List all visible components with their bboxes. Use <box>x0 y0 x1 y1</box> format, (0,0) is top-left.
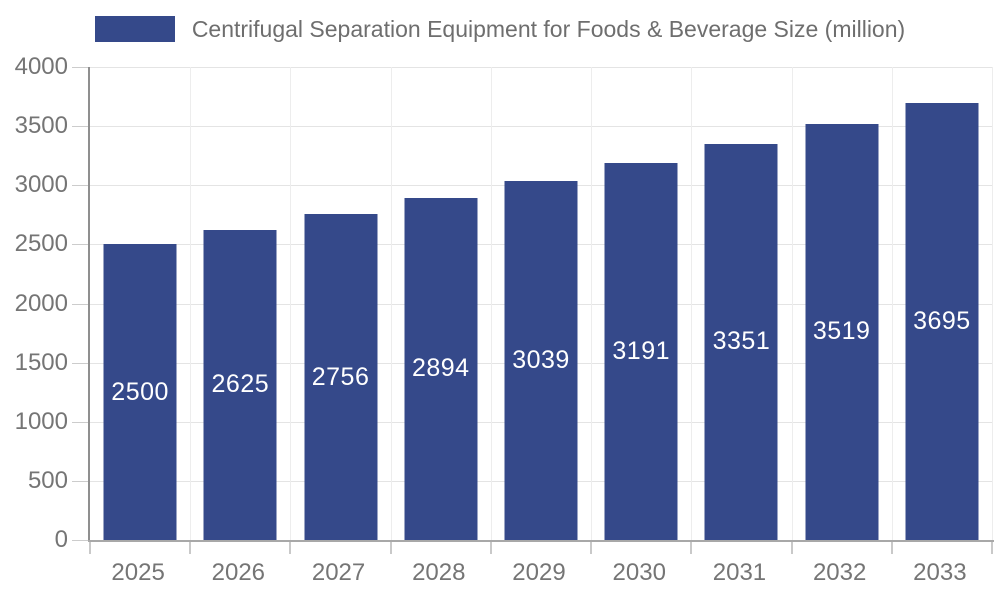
y-tick-label: 3500 <box>14 112 68 140</box>
legend-label: Centrifugal Separation Equipment for Foo… <box>191 15 906 42</box>
x-axis-tick <box>289 540 292 554</box>
x-axis-tick <box>489 540 492 554</box>
x-axis-tick <box>991 540 993 554</box>
x-axis-tick <box>389 540 392 554</box>
y-tick-label: 2000 <box>14 289 68 317</box>
legend-swatch <box>94 16 175 42</box>
bar-value-label: 3695 <box>913 307 971 336</box>
y-tick-label: 1500 <box>14 348 68 376</box>
y-tick-label: 3000 <box>14 171 68 199</box>
bar-value-label: 2756 <box>311 362 370 391</box>
bar-2028: 2894 <box>404 197 478 540</box>
x-axis-tick <box>690 540 693 554</box>
x-tick-label: 2033 <box>913 559 967 586</box>
x-axis-tick <box>790 540 793 554</box>
v-gridline <box>490 67 492 540</box>
bar-2032: 3519 <box>805 123 879 540</box>
x-tick-label: 2032 <box>812 559 867 586</box>
y-axis-tick <box>72 540 88 541</box>
y-axis-labels: 0 500 1000 1500 2000 2500 3000 3500 4000 <box>0 53 70 553</box>
bar-value-label: 2625 <box>211 370 270 399</box>
h-gridline <box>90 67 992 68</box>
bar-2031: 3351 <box>704 143 778 540</box>
x-axis-line <box>88 540 994 542</box>
y-tick-label: 1000 <box>14 407 68 435</box>
x-axis-tick <box>890 540 893 554</box>
v-gridline <box>992 67 993 540</box>
v-gridline <box>891 67 893 540</box>
y-axis-tick <box>72 421 88 423</box>
bar-2027: 2756 <box>304 214 378 540</box>
y-tick-label: 0 <box>54 526 68 553</box>
x-axis-tick <box>89 540 91 554</box>
y-axis-tick <box>72 362 88 364</box>
bar-2029: 3039 <box>504 180 578 540</box>
v-gridline <box>591 67 593 540</box>
chart-legend: Centrifugal Separation Equipment for Foo… <box>0 13 1000 45</box>
v-gridline <box>791 67 793 540</box>
bar-value-label: 2500 <box>111 377 169 406</box>
bar-2025: 2500 <box>103 244 177 540</box>
v-gridline <box>290 67 292 540</box>
y-axis-tick <box>72 480 88 482</box>
h-gridline <box>90 126 992 128</box>
x-axis-labels: 2025 2026 2027 2028 2029 2030 2031 2032 2033 <box>88 554 990 592</box>
x-tick-label: 2025 <box>111 559 165 586</box>
y-axis-tick <box>72 244 88 246</box>
bar-value-label: 3351 <box>712 327 771 356</box>
x-tick-label: 2031 <box>712 559 767 586</box>
bar-2030: 3191 <box>604 162 678 540</box>
v-gridline <box>190 67 192 540</box>
x-axis-tick <box>189 540 192 554</box>
plot-area: 2500 2625 2756 2894 3039 3191 3351 3519 3695 <box>72 67 994 554</box>
y-axis-tick <box>72 185 88 187</box>
bar-value-label: 3191 <box>612 336 671 365</box>
y-tick-label: 500 <box>27 466 68 494</box>
y-axis-tick <box>72 303 88 305</box>
x-tick-label: 2028 <box>412 559 466 586</box>
x-axis-tick <box>590 540 593 554</box>
bar-2026: 2625 <box>203 229 277 540</box>
bar-2033: 3695 <box>905 103 979 540</box>
x-tick-label: 2029 <box>512 559 566 586</box>
bar-value-label: 3519 <box>812 317 871 346</box>
x-tick-label: 2027 <box>311 559 366 586</box>
bar-value-label: 3039 <box>512 345 570 374</box>
v-gridline <box>691 67 693 540</box>
bar-value-label: 2894 <box>411 354 470 383</box>
v-gridline <box>390 67 392 540</box>
y-axis-tick <box>72 67 88 68</box>
y-tick-label: 4000 <box>14 53 68 80</box>
y-axis-tick <box>72 126 88 128</box>
x-tick-label: 2030 <box>612 559 666 586</box>
x-tick-label: 2026 <box>211 559 266 586</box>
y-tick-label: 2500 <box>14 230 68 258</box>
